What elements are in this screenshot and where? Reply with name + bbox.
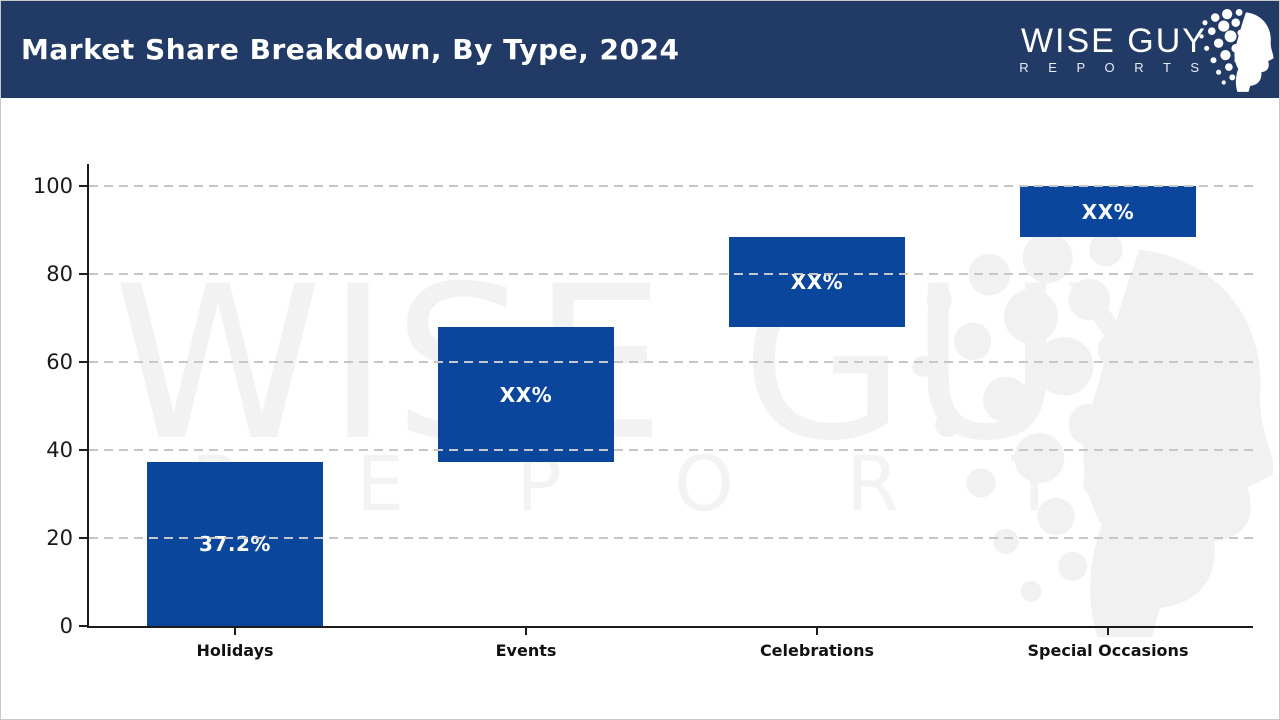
bar-events: XX%: [438, 327, 614, 462]
x-category-label: Holidays: [196, 641, 274, 660]
bar-celebrations: XX%: [729, 237, 905, 327]
bar-value-label: XX%: [1081, 199, 1135, 224]
y-tick-label-0: 0: [59, 614, 73, 638]
watermark-wordmark: WISE GUY: [113, 240, 1202, 487]
x-tick-0: [234, 628, 236, 635]
y-tick-label-60: 60: [46, 350, 73, 374]
gridline-80: [89, 273, 1253, 275]
gridline-60: [89, 361, 1253, 363]
y-tick-80: [79, 273, 87, 275]
page-title: Market Share Breakdown, By Type, 2024: [21, 33, 680, 66]
bar-value-label: 37.2%: [199, 532, 271, 556]
x-category-label: Events: [495, 641, 557, 660]
logo-head-icon: [1199, 8, 1274, 92]
y-tick-label-20: 20: [46, 526, 73, 550]
bar-holidays: 37.2%: [147, 462, 323, 626]
y-tick-label-40: 40: [46, 438, 73, 462]
x-tick-3: [1107, 628, 1109, 635]
x-tick-2: [816, 628, 818, 635]
logo-wordmark: WISE GUY: [1020, 21, 1207, 60]
bar-value-label: XX%: [499, 382, 553, 407]
gridline-100: [89, 185, 1253, 187]
x-axis-line: [87, 626, 1253, 628]
x-tick-1: [525, 628, 527, 635]
header-band: Market Share Breakdown, By Type, 2024 WI…: [1, 1, 1279, 98]
chart-canvas: WISE GUY R E P O R T S 0 20 40 60 80 100 37.2%…: [1, 98, 1279, 719]
y-tick-label-100: 100: [32, 174, 73, 198]
y-tick-100: [79, 185, 87, 187]
y-axis-line: [87, 164, 89, 628]
y-tick-40: [79, 449, 87, 451]
wise-guy-logo: WISE GUY R E P O R T S: [1019, 7, 1279, 93]
y-tick-label-80: 80: [46, 262, 73, 286]
logo-subtitle: R E P O R T S: [1019, 60, 1207, 76]
y-tick-60: [79, 361, 87, 363]
y-tick-0: [79, 625, 87, 627]
x-category-label: Celebrations: [759, 641, 875, 660]
x-category-label: Special Occasions: [1027, 641, 1189, 660]
gridline-20: [89, 537, 1253, 539]
logo-text: WISE GUY R E P O R T S: [1019, 21, 1207, 76]
gridline-40: [89, 449, 1253, 451]
y-tick-20: [79, 537, 87, 539]
watermark-head-icon: [912, 233, 1274, 638]
bar-special-occasions: XX%: [1020, 186, 1196, 237]
